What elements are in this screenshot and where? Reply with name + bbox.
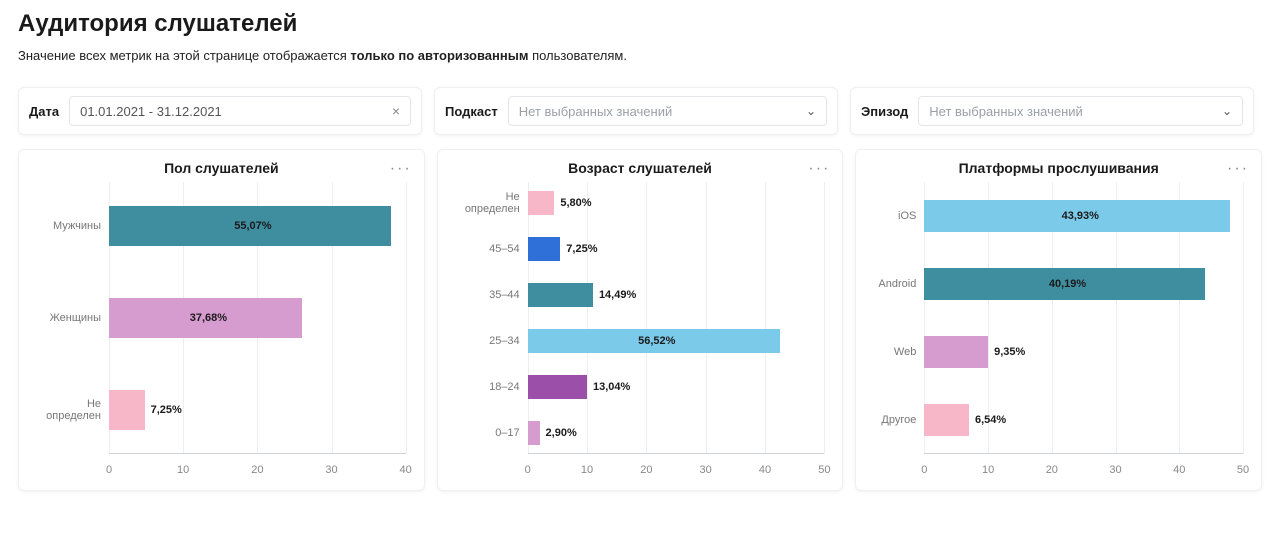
chart-platform-title: Платформы прослушивания: [959, 160, 1159, 176]
chart-age: Возраст слушателей ··· Не определен 45–54…: [437, 149, 844, 491]
charts-row: Пол слушателей ··· Мужчины Женщины Не опре…: [18, 149, 1262, 491]
chart-bar: [924, 404, 969, 436]
filter-date-value: 01.01.2021 - 31.12.2021: [80, 104, 222, 119]
axis-tick-label: 0: [525, 464, 531, 476]
axis-category-label: Android: [870, 278, 916, 290]
axis-tick-label: 50: [1237, 464, 1249, 476]
axis-tick-label: 20: [640, 464, 652, 476]
filter-podcast-select[interactable]: Нет выбранных значений ⌄: [508, 96, 827, 126]
axis-tick-label: 40: [759, 464, 771, 476]
chart-bar: [109, 390, 145, 430]
chart-bar: [528, 191, 555, 215]
subtitle-suffix: пользователям.: [528, 48, 626, 63]
axis-category-label: iOS: [870, 210, 916, 222]
axis-tick-label: 10: [982, 464, 994, 476]
chart-gender-title: Пол слушателей: [164, 160, 279, 176]
chart-bar: [528, 421, 540, 445]
axis-tick-label: 30: [700, 464, 712, 476]
bar-value-label: 40,19%: [1043, 278, 1086, 290]
bar-value-label: 55,07%: [228, 220, 271, 232]
chart-age-title: Возраст слушателей: [568, 160, 712, 176]
chart-platform: Платформы прослушивания ··· iOS Android We…: [855, 149, 1262, 491]
bar-value-label: 9,35%: [988, 346, 1025, 358]
chart-bar: [528, 283, 593, 307]
axis-category-label: Не определен: [452, 191, 520, 215]
axis-tick-label: 10: [581, 464, 593, 476]
axis-tick-label: 40: [1173, 464, 1185, 476]
chart-bar: [528, 237, 561, 261]
bar-value-label: 13,04%: [587, 381, 630, 393]
clear-icon[interactable]: ×: [392, 103, 400, 119]
axis-tick-label: 10: [177, 464, 189, 476]
axis-tick-label: 30: [1109, 464, 1121, 476]
axis-tick-label: 0: [921, 464, 927, 476]
axis-category-label: 45–54: [452, 243, 520, 255]
bar-value-label: 7,25%: [145, 404, 182, 416]
filter-date: Дата 01.01.2021 - 31.12.2021 ×: [18, 87, 422, 135]
axis-category-label: Web: [870, 346, 916, 358]
filter-podcast-label: Подкаст: [445, 104, 498, 119]
axis-tick-label: 20: [1046, 464, 1058, 476]
bar-value-label: 56,52%: [632, 335, 675, 347]
axis-category-label: Женщины: [33, 312, 101, 324]
chart-bar: [924, 336, 988, 368]
axis-category-label: Другое: [870, 414, 916, 426]
chart-bar: 43,93%: [924, 200, 1230, 232]
filter-podcast: Подкаст Нет выбранных значений ⌄: [434, 87, 838, 135]
bar-value-label: 7,25%: [560, 243, 597, 255]
bar-value-label: 5,80%: [554, 197, 591, 209]
filter-podcast-placeholder: Нет выбранных значений: [519, 104, 673, 119]
axis-tick-label: 0: [106, 464, 112, 476]
axis-category-label: 35–44: [452, 289, 520, 301]
chart-menu-icon[interactable]: ···: [1227, 160, 1249, 178]
chart-bar: 55,07%: [109, 206, 391, 246]
bar-value-label: 37,68%: [184, 312, 227, 324]
chart-bar: 56,52%: [528, 329, 780, 353]
axis-category-label: Мужчины: [33, 220, 101, 232]
chevron-down-icon: ⌄: [806, 104, 816, 118]
chart-menu-icon[interactable]: ···: [390, 160, 412, 178]
subtitle-prefix: Значение всех метрик на этой странице от…: [18, 48, 350, 63]
chart-bar: [528, 375, 587, 399]
axis-tick-label: 50: [818, 464, 830, 476]
filter-date-input[interactable]: 01.01.2021 - 31.12.2021 ×: [69, 96, 411, 126]
bar-value-label: 2,90%: [540, 427, 577, 439]
filter-bar: Дата 01.01.2021 - 31.12.2021 × Подкаст Н…: [18, 87, 1262, 135]
page-subtitle: Значение всех метрик на этой странице от…: [18, 48, 1262, 63]
chart-bar: 37,68%: [109, 298, 302, 338]
filter-episode-select[interactable]: Нет выбранных значений ⌄: [918, 96, 1243, 126]
axis-tick-label: 30: [325, 464, 337, 476]
chart-menu-icon[interactable]: ···: [808, 160, 830, 178]
bar-value-label: 43,93%: [1056, 210, 1099, 222]
bar-value-label: 14,49%: [593, 289, 636, 301]
axis-tick-label: 40: [400, 464, 412, 476]
filter-episode: Эпизод Нет выбранных значений ⌄: [850, 87, 1254, 135]
filter-episode-label: Эпизод: [861, 104, 908, 119]
filter-date-label: Дата: [29, 104, 59, 119]
chart-bar: 40,19%: [924, 268, 1204, 300]
axis-category-label: Не определен: [33, 398, 101, 422]
bar-value-label: 6,54%: [969, 414, 1006, 426]
subtitle-bold: только по авторизованным: [350, 48, 528, 63]
filter-episode-placeholder: Нет выбранных значений: [929, 104, 1083, 119]
chart-gender: Пол слушателей ··· Мужчины Женщины Не опре…: [18, 149, 425, 491]
axis-category-label: 0–17: [452, 427, 520, 439]
axis-category-label: 25–34: [452, 335, 520, 347]
page-title: Аудитория слушателей: [18, 10, 1262, 38]
axis-category-label: 18–24: [452, 381, 520, 393]
chevron-down-icon: ⌄: [1222, 104, 1232, 118]
axis-tick-label: 20: [251, 464, 263, 476]
